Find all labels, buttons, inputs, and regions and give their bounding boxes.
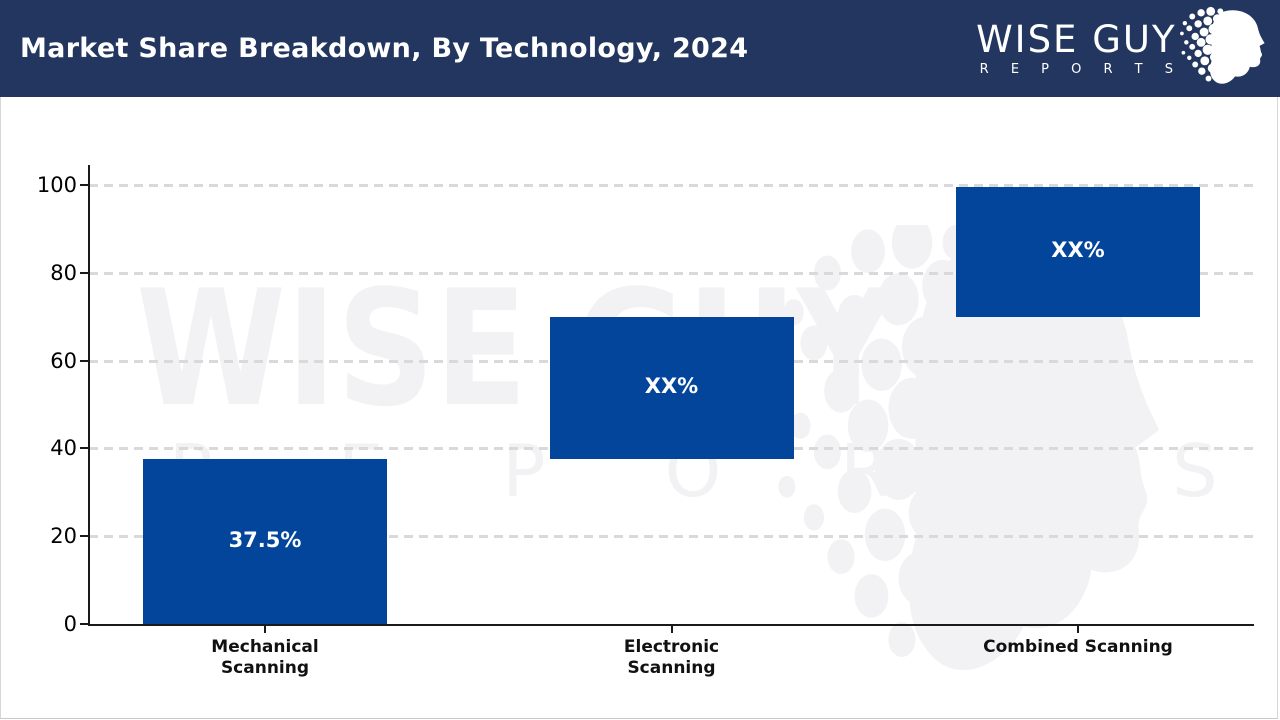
bar-3 — [956, 187, 1200, 317]
y-tick-mark — [80, 359, 88, 362]
logo-wordmark: WISE GUY R E P O R T S — [971, 21, 1182, 77]
plot-area: 0 20 40 60 80 100 37.5% Mechanical Scanning XX% El… — [1, 97, 1279, 719]
dotted-head-profile-icon — [1180, 6, 1265, 84]
y-tick-label: 20 — [50, 524, 77, 549]
y-tick-label: 60 — [50, 348, 77, 373]
y-tick-mark — [80, 447, 88, 450]
x-tick-mark — [264, 626, 266, 633]
x-tick-mark — [670, 626, 673, 633]
bar-value-label: 37.5% — [228, 527, 302, 552]
gridline-20 — [89, 535, 1254, 539]
chart-title: Market Share Breakdown, By Technology, 2… — [20, 33, 749, 64]
y-tick-label: 0 — [63, 612, 77, 636]
gridline-100 — [89, 184, 1254, 187]
y-tick-mark — [80, 271, 88, 274]
y-tick-label: 80 — [50, 260, 77, 285]
x-tick-label: Combined Scanning — [983, 637, 1173, 657]
bar-2 — [549, 316, 794, 460]
bar-value-label: XX% — [1051, 237, 1105, 262]
watermark-head-profile-icon — [771, 225, 1160, 671]
bar-1 — [143, 459, 387, 624]
y-tick-mark — [80, 623, 88, 625]
x-tick-mark — [1077, 626, 1079, 633]
y-tick-mark — [80, 184, 88, 186]
y-tick-label: 40 — [50, 436, 77, 461]
gridline-80 — [89, 271, 1254, 275]
logo-wiseguy-text: WISE GUY — [976, 17, 1177, 61]
chart-body: WISE GUY R E P O R T S 0 20 40 60 80 100 37.5%… — [0, 97, 1278, 719]
x-tick-label: Electronic Scanning — [623, 637, 720, 678]
wise-guy-reports-logo: WISE GUY R E P O R T S — [971, 6, 1280, 92]
y-axis-spine — [88, 165, 90, 626]
y-tick-label: 100 — [36, 173, 77, 197]
header-bar: Market Share Breakdown, By Technology, 2… — [0, 0, 1280, 97]
x-tick-label: Mechanical Scanning — [211, 637, 319, 678]
bar-value-label: XX% — [644, 374, 699, 399]
y-tick-mark — [80, 535, 88, 538]
x-axis-spine — [88, 624, 1254, 626]
logo-reports-text: R E P O R T S — [979, 61, 1182, 77]
